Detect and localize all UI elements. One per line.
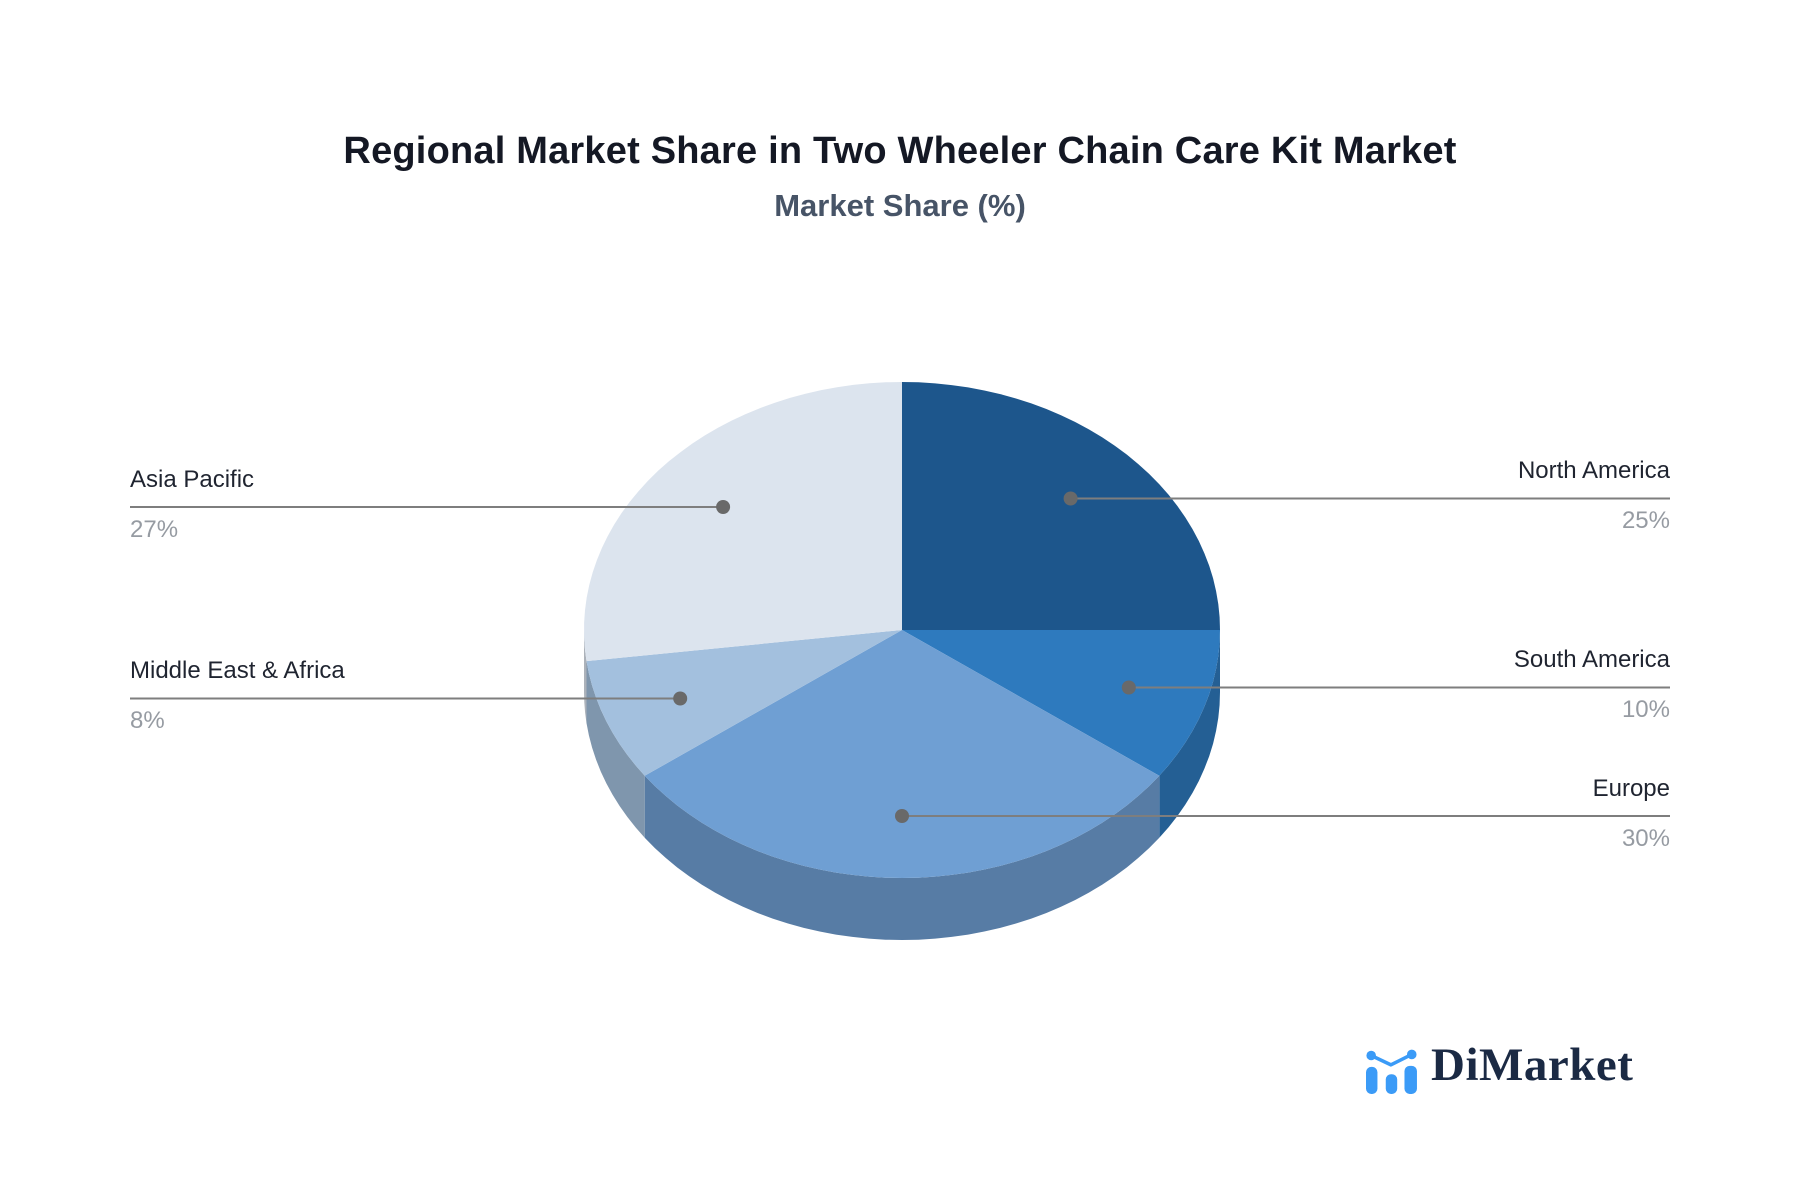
callout-dot-middle-east-africa <box>673 691 688 706</box>
pie-callout-label: Europe <box>1592 775 1670 802</box>
logo-text: DiMarket <box>1431 1039 1634 1091</box>
callout-dot-asia-pacific <box>716 500 731 514</box>
callout-north-america: North America 25% <box>1518 454 1670 536</box>
callout-europe: Europe 30% <box>1593 772 1670 854</box>
pie-callout-label: South America <box>1513 646 1670 673</box>
pie-slice-south-america[interactable] <box>902 630 1220 776</box>
pie-slice-side-europe <box>644 775 1160 940</box>
pie-callout-label: Middle East & Africa <box>130 657 345 684</box>
bar-chart-trend-icon <box>1366 1049 1417 1094</box>
pie-callout-percent: 27% <box>130 516 179 543</box>
callout-asia-pacific: Asia Pacific 27% <box>130 463 254 545</box>
pie-callout-label: Asia Pacific <box>130 466 255 493</box>
pie-callout-label: North America <box>1517 457 1670 484</box>
callout-middle-east-africa: Middle East & Africa 8% <box>130 654 345 736</box>
pie-slice-middle-east-africa[interactable] <box>586 630 903 776</box>
pie-callout-percent: 8% <box>130 707 165 734</box>
pie-slice-side-asia-pacific <box>584 630 587 724</box>
callout-dot-europe <box>895 809 909 823</box>
chart-subtitle: Market Share (%) <box>774 188 1026 223</box>
callout-dot-south-america <box>1121 680 1136 695</box>
callout-dot-north-america <box>1063 491 1078 506</box>
pie-callout-percent: 30% <box>1621 825 1670 852</box>
pie-slice-north-america[interactable] <box>902 382 1220 630</box>
pie-slice-side-south-america <box>1159 630 1220 838</box>
pie-callout-percent: 10% <box>1621 696 1670 723</box>
chart-title: Regional Market Share in Two Wheeler Cha… <box>343 130 1457 172</box>
pie-slice-side-middle-east-africa <box>586 661 645 838</box>
callout-south-america: South America 10% <box>1514 643 1670 725</box>
logo: DiMarket <box>1366 1037 1633 1094</box>
pie-callout-percent: 25% <box>1621 507 1670 534</box>
pie-slice-asia-pacific[interactable] <box>584 382 902 662</box>
